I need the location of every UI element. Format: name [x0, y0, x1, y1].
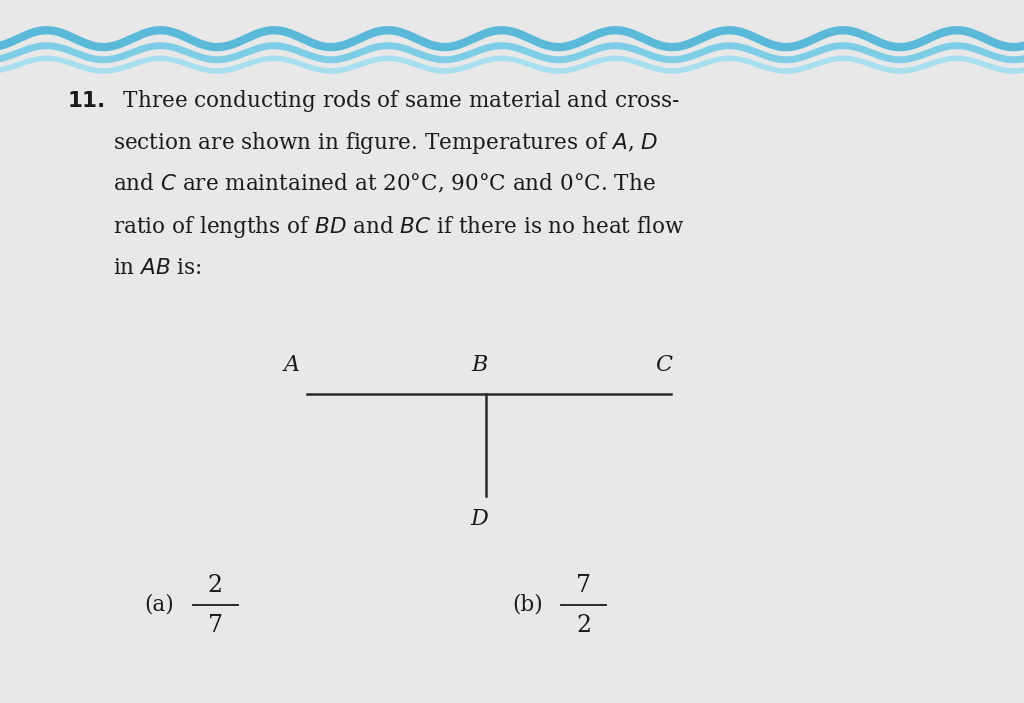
Text: (b): (b)	[512, 593, 543, 616]
Text: A: A	[284, 354, 300, 376]
Text: ratio of lengths of $BD$ and $BC$ if there is no heat flow: ratio of lengths of $BD$ and $BC$ if the…	[113, 214, 684, 240]
Text: and $C$ are maintained at 20°C, 90°C and 0°C. The: and $C$ are maintained at 20°C, 90°C and…	[113, 172, 655, 195]
Text: 7: 7	[208, 614, 222, 637]
Text: (a): (a)	[143, 593, 174, 616]
Text: 2: 2	[208, 574, 222, 597]
Text: in $AB$ is:: in $AB$ is:	[113, 257, 202, 278]
Text: 7: 7	[577, 574, 591, 597]
Text: section are shown in figure. Temperatures of $A$, $D$: section are shown in figure. Temperature…	[113, 130, 657, 156]
Text: D: D	[470, 508, 488, 529]
Text: $\mathbf{11.}$  Three conducting rods of same material and cross-: $\mathbf{11.}$ Three conducting rods of …	[67, 88, 679, 114]
Text: C: C	[655, 354, 672, 376]
Text: 2: 2	[577, 614, 591, 637]
Text: B: B	[471, 354, 487, 376]
